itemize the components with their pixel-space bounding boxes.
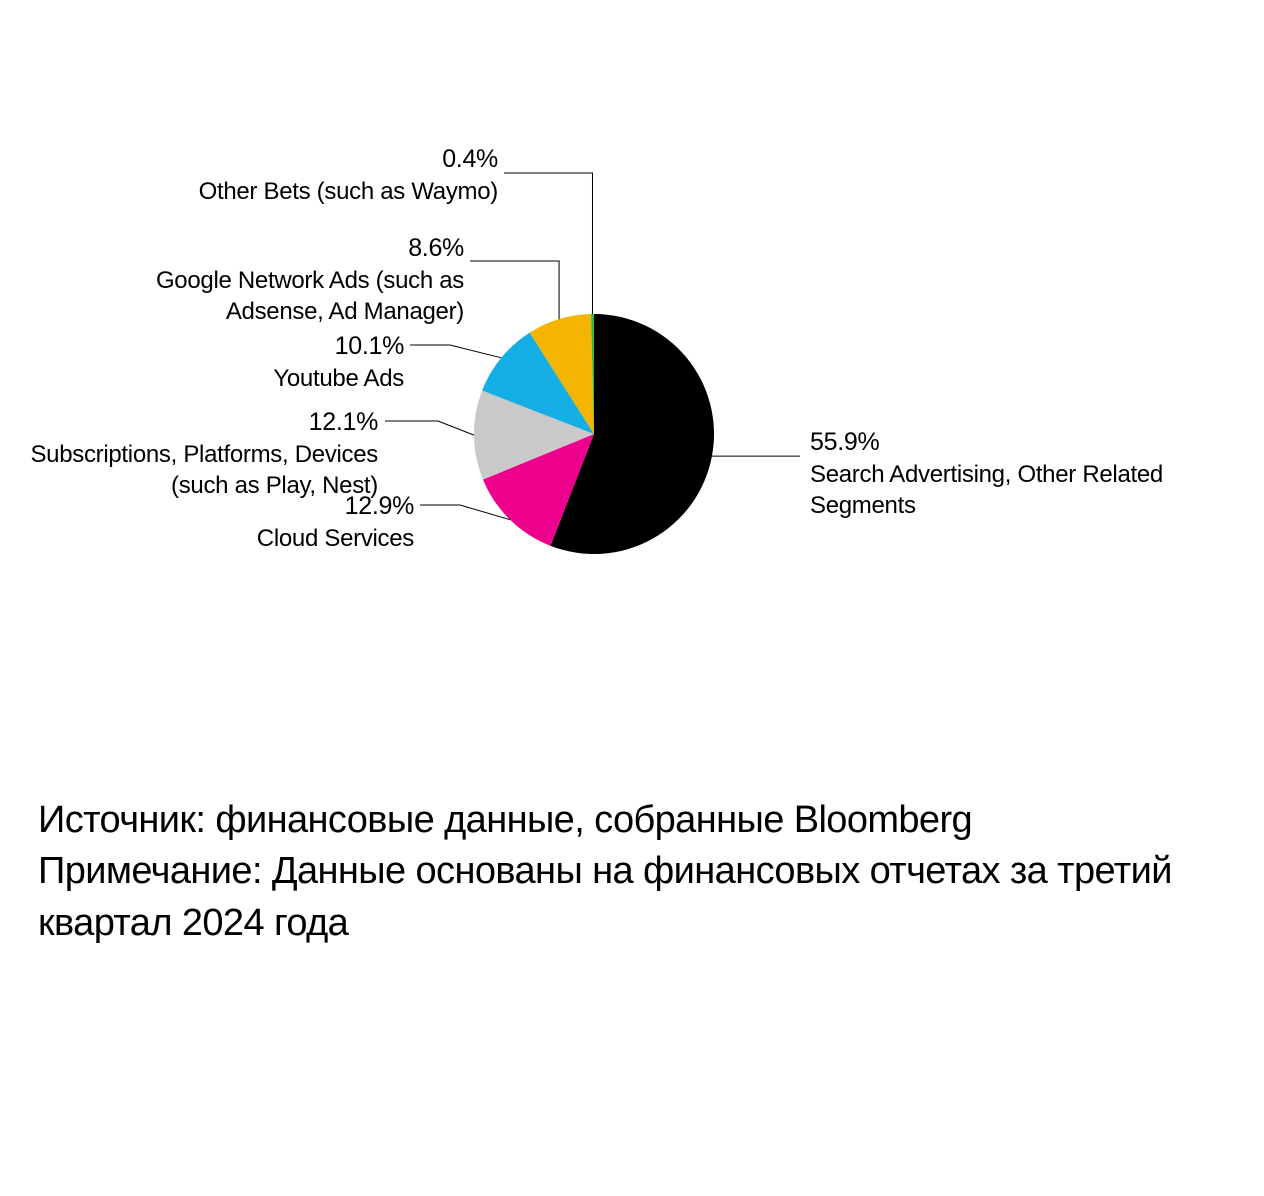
leader-line: [410, 345, 501, 358]
label-search-ads: 55.9% Search Advertising, Other Related …: [810, 426, 1264, 521]
seg-youtube: Youtube Ads: [44, 363, 404, 394]
label-subs: 12.1% Subscriptions, Platforms, Devices …: [18, 406, 378, 501]
pct-youtube: 10.1%: [44, 330, 404, 363]
pct-other-bets: 0.4%: [178, 143, 498, 176]
pct-subs: 12.1%: [18, 406, 378, 439]
leader-line: [504, 173, 592, 314]
source-text: Источник: финансовые данные, собранные B…: [38, 795, 1224, 846]
footer: Источник: финансовые данные, собранные B…: [38, 795, 1224, 949]
pct-network-ads: 8.6%: [144, 232, 464, 265]
leader-line: [385, 421, 474, 435]
label-other-bets: 0.4% Other Bets (such as Waymo): [178, 143, 498, 207]
note-text: Примечание: Данные основаны на финансовы…: [38, 846, 1224, 949]
seg-other-bets: Other Bets (such as Waymo): [178, 176, 498, 207]
leader-line: [420, 505, 510, 520]
seg-network-ads: Google Network Ads (such as Adsense, Ad …: [144, 265, 464, 327]
leader-line: [470, 261, 559, 319]
seg-subs: Subscriptions, Platforms, Devices (such …: [18, 439, 378, 501]
pie-chart: 55.9% Search Advertising, Other Related …: [0, 0, 1264, 700]
seg-cloud: Cloud Services: [34, 523, 414, 554]
seg-search-ads: Search Advertising, Other Related Segmen…: [810, 459, 1264, 521]
label-network-ads: 8.6% Google Network Ads (such as Adsense…: [144, 232, 464, 327]
pct-search-ads: 55.9%: [810, 426, 1264, 459]
label-youtube: 10.1% Youtube Ads: [44, 330, 404, 394]
